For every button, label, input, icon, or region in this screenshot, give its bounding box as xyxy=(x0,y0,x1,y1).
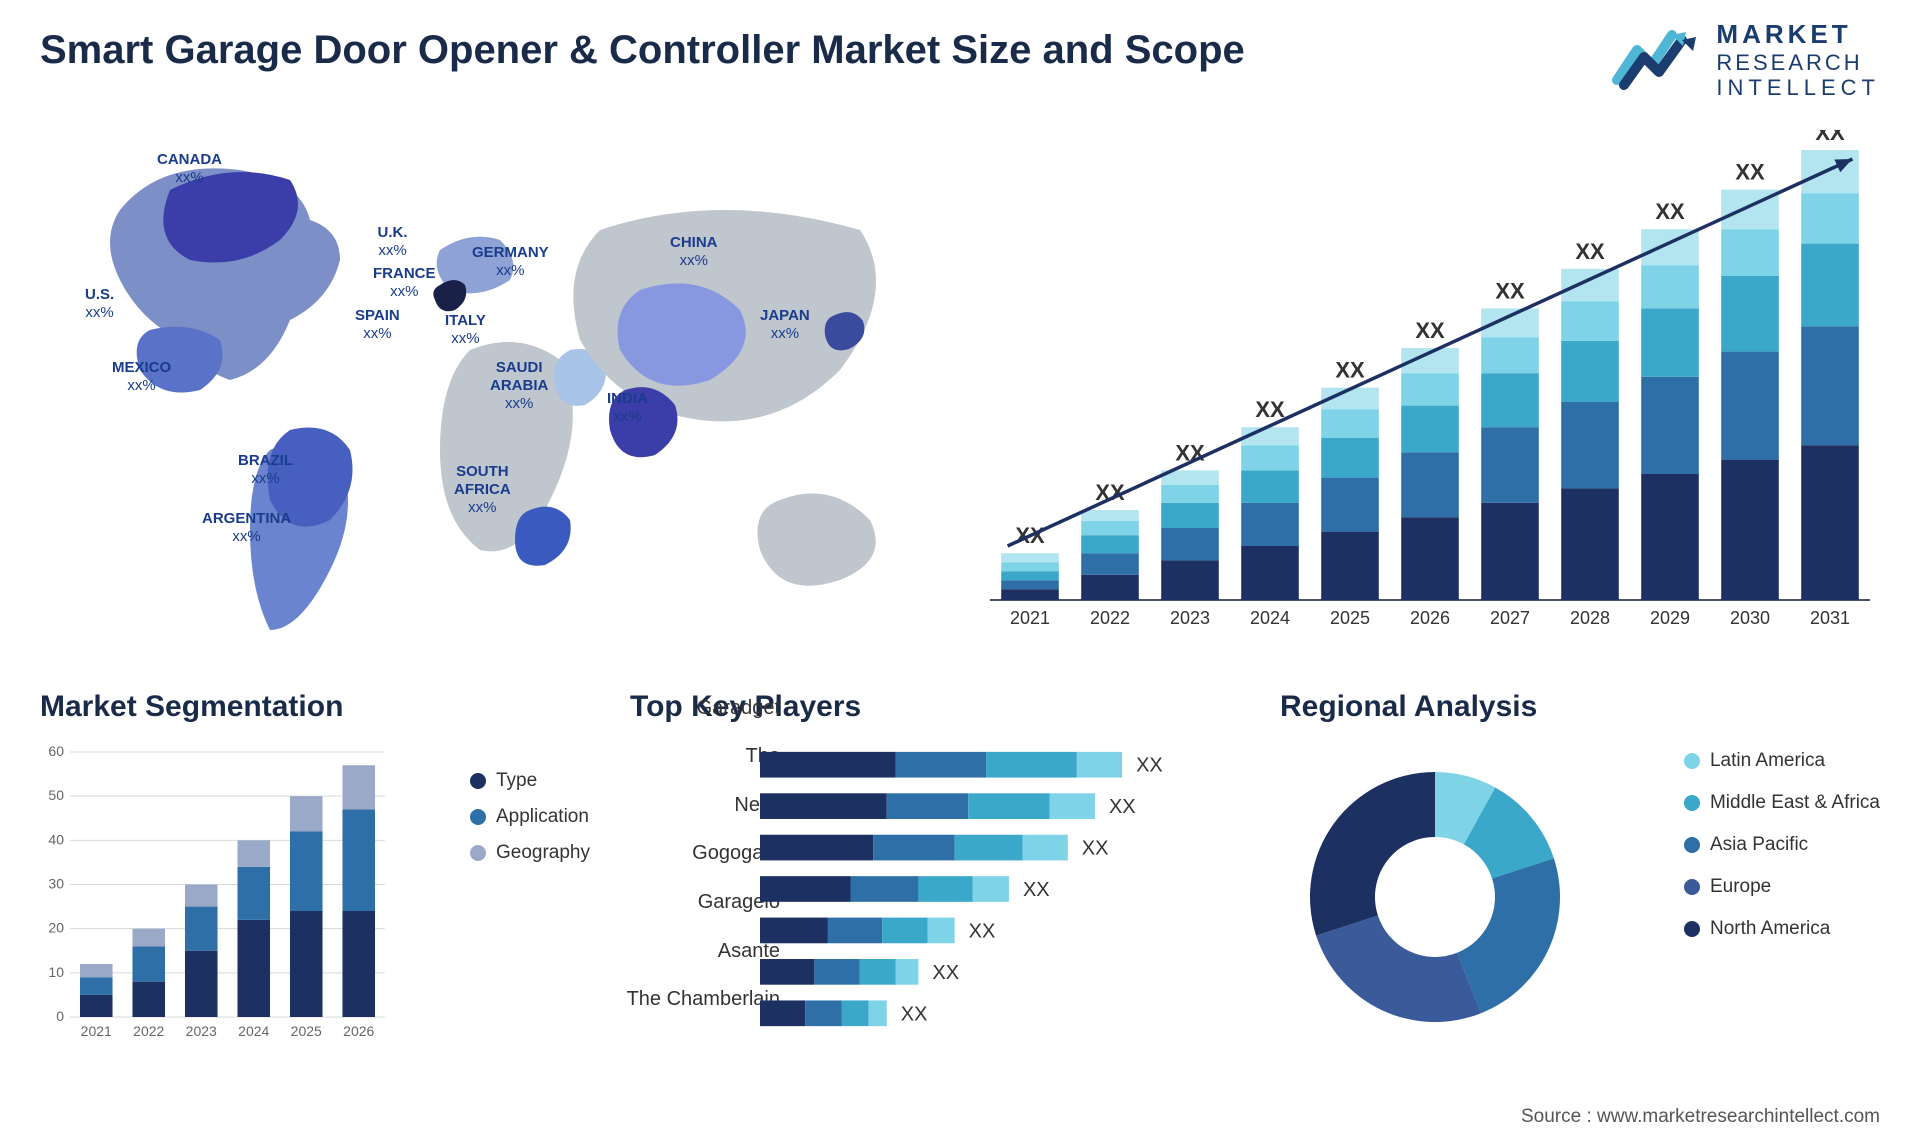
main-bar-chart: XX 2021 XX 2022 XX 2023 XX 2024 XX 2025 XX 2026 XX 20… xyxy=(980,130,1880,650)
map-label-germany: GERMANYxx% xyxy=(472,244,549,280)
players-list: Garadget The Nexx Gogogate Garageio Asante The… xyxy=(550,684,780,1024)
player-name: Nexx xyxy=(550,794,780,817)
svg-text:2026: 2026 xyxy=(1410,608,1450,628)
regional-legend: Latin America Middle East & Africa Asia Pa… xyxy=(1684,750,1880,940)
svg-text:XX: XX xyxy=(1495,278,1525,303)
svg-text:2030: 2030 xyxy=(1730,608,1770,628)
map-label-china: CHINAxx% xyxy=(670,234,718,270)
svg-text:XX: XX xyxy=(932,962,959,984)
svg-text:2027: 2027 xyxy=(1490,608,1530,628)
svg-text:XX: XX xyxy=(1735,160,1765,185)
svg-text:20: 20 xyxy=(48,920,64,936)
svg-text:0: 0 xyxy=(56,1008,64,1024)
svg-text:XX: XX xyxy=(1255,397,1285,422)
svg-text:10: 10 xyxy=(48,964,64,980)
map-label-safrica: SOUTHAFRICAxx% xyxy=(454,463,511,517)
svg-text:2031: 2031 xyxy=(1810,608,1850,628)
regional-donut xyxy=(1280,742,1600,1042)
regional-title: Regional Analysis xyxy=(1280,690,1880,724)
svg-text:XX: XX xyxy=(1815,130,1845,145)
svg-text:2022: 2022 xyxy=(133,1023,164,1039)
player-name: Asante xyxy=(550,940,780,963)
svg-text:XX: XX xyxy=(1109,796,1136,818)
map-label-argentina: ARGENTINAxx% xyxy=(202,510,291,546)
svg-text:2023: 2023 xyxy=(186,1023,217,1039)
player-name: Gogogate xyxy=(550,842,780,865)
map-label-italy: ITALYxx% xyxy=(445,312,486,348)
brand-line1: MARKET xyxy=(1716,20,1880,50)
map-label-canada: CANADAxx% xyxy=(157,151,222,187)
source-line: Source : www.marketresearchintellect.com xyxy=(1521,1106,1880,1128)
svg-text:2029: 2029 xyxy=(1650,608,1690,628)
svg-text:60: 60 xyxy=(48,743,64,759)
svg-text:XX: XX xyxy=(1655,199,1685,224)
svg-text:XX: XX xyxy=(969,920,996,942)
player-name: The xyxy=(550,745,780,768)
svg-text:XX: XX xyxy=(1335,358,1365,383)
svg-text:2022: 2022 xyxy=(1090,608,1130,628)
svg-text:2028: 2028 xyxy=(1570,608,1610,628)
svg-text:XX: XX xyxy=(1023,879,1050,901)
map-label-saudi: SAUDIARABIAxx% xyxy=(490,359,548,413)
svg-text:2021: 2021 xyxy=(81,1023,112,1039)
player-name: The Chamberlain xyxy=(550,988,780,1011)
regional-legend-item: Europe xyxy=(1684,876,1880,898)
regional-legend-item: Latin America xyxy=(1684,750,1880,772)
regional-legend-item: North America xyxy=(1684,918,1880,940)
map-label-us: U.S.xx% xyxy=(85,286,114,322)
svg-text:2023: 2023 xyxy=(1170,608,1210,628)
player-name: Garageio xyxy=(550,891,780,914)
segmentation-chart: 0 10 20 30 40 50 60 2021 2022 2023 2024 2025 2026 xyxy=(40,742,390,1042)
svg-text:2025: 2025 xyxy=(291,1023,322,1039)
brand-line3: INTELLECT xyxy=(1716,75,1880,100)
regional-panel: Regional Analysis Latin America Middle Ea… xyxy=(1280,690,1880,1050)
svg-text:30: 30 xyxy=(48,876,64,892)
svg-text:XX: XX xyxy=(1415,318,1445,343)
svg-text:40: 40 xyxy=(48,831,64,847)
players-panel: Top Key Players GaradgetTheNexxGogogateG… xyxy=(630,690,1250,1050)
regional-legend-item: Asia Pacific xyxy=(1684,834,1880,856)
map-label-mexico: MEXICOxx% xyxy=(112,359,171,395)
regional-legend-item: Middle East & Africa xyxy=(1684,792,1880,814)
map-label-spain: SPAINxx% xyxy=(355,307,400,343)
svg-text:2021: 2021 xyxy=(1010,608,1050,628)
svg-text:2025: 2025 xyxy=(1330,608,1370,628)
player-name: Garadget xyxy=(550,697,780,720)
map-label-brazil: BRAZILxx% xyxy=(238,452,293,488)
map-label-india: INDIAxx% xyxy=(607,390,648,426)
segmentation-title: Market Segmentation xyxy=(40,690,600,724)
svg-text:50: 50 xyxy=(48,787,64,803)
svg-text:2024: 2024 xyxy=(238,1023,269,1039)
svg-text:XX: XX xyxy=(1082,838,1109,860)
map-label-uk: U.K.xx% xyxy=(378,224,408,260)
svg-text:XX: XX xyxy=(901,1003,928,1025)
segmentation-panel: Market Segmentation 0 10 20 30 40 50 60 2021 202… xyxy=(40,690,600,1050)
map-label-france: FRANCExx% xyxy=(373,265,436,301)
map-label-japan: JAPANxx% xyxy=(760,307,810,343)
svg-text:XX: XX xyxy=(1575,239,1605,264)
brand-mark-icon xyxy=(1612,25,1702,95)
players-chart: XXXXXXXXXXXXXX xyxy=(760,744,1250,1034)
svg-text:2026: 2026 xyxy=(343,1023,374,1039)
world-map-panel: CANADAxx% U.S.xx% MEXICOxx% BRAZILxx% ARGENT… xyxy=(40,130,940,650)
page-title: Smart Garage Door Opener & Controller Ma… xyxy=(40,28,1245,73)
brand-line2: RESEARCH xyxy=(1716,50,1880,75)
svg-text:2024: 2024 xyxy=(1250,608,1290,628)
svg-text:XX: XX xyxy=(1136,755,1163,777)
brand-logo: MARKET RESEARCH INTELLECT xyxy=(1612,20,1880,100)
